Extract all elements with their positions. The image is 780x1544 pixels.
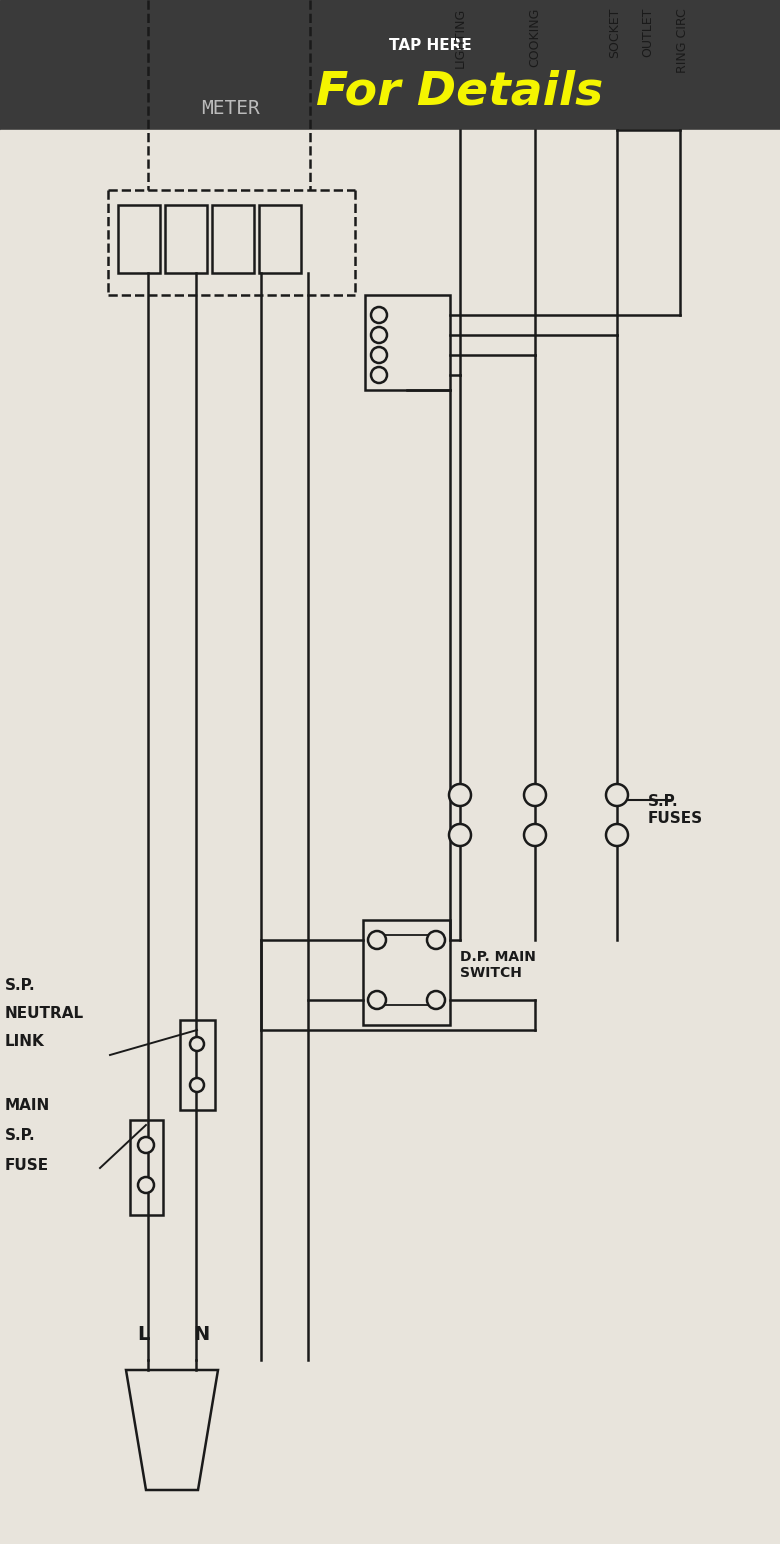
Text: TAP HERE: TAP HERE xyxy=(388,37,471,52)
Text: METER: METER xyxy=(200,99,260,117)
Text: N: N xyxy=(193,1325,209,1345)
Text: RING CIRC: RING CIRC xyxy=(675,8,689,73)
Circle shape xyxy=(190,1078,204,1092)
Text: S.P.
FUSES: S.P. FUSES xyxy=(648,794,703,826)
Text: D.P. MAIN
SWITCH: D.P. MAIN SWITCH xyxy=(460,950,536,980)
Circle shape xyxy=(427,991,445,1008)
Circle shape xyxy=(368,991,386,1008)
Bar xyxy=(0,0,780,130)
Text: FUSE: FUSE xyxy=(5,1158,49,1172)
Circle shape xyxy=(524,824,546,846)
Circle shape xyxy=(190,1038,204,1051)
Circle shape xyxy=(606,784,628,806)
Circle shape xyxy=(368,931,386,950)
Text: NEUTRAL: NEUTRAL xyxy=(5,1005,84,1021)
Bar xyxy=(365,295,450,391)
Circle shape xyxy=(524,784,546,806)
Circle shape xyxy=(138,1177,154,1194)
Text: OUTLET: OUTLET xyxy=(641,8,654,57)
Circle shape xyxy=(371,307,387,323)
Bar xyxy=(118,205,160,273)
Bar xyxy=(363,920,450,1025)
Bar xyxy=(259,205,301,273)
Circle shape xyxy=(449,784,471,806)
Text: LINK: LINK xyxy=(5,1033,44,1048)
Circle shape xyxy=(371,347,387,363)
Bar xyxy=(165,205,207,273)
Bar xyxy=(130,1119,163,1215)
Bar xyxy=(180,1021,215,1110)
Text: For Details: For Details xyxy=(317,69,604,114)
Text: S.P.: S.P. xyxy=(5,977,36,993)
Text: MAIN: MAIN xyxy=(5,1098,50,1113)
Circle shape xyxy=(371,327,387,343)
Text: S.P.: S.P. xyxy=(5,1127,36,1143)
Circle shape xyxy=(606,824,628,846)
Circle shape xyxy=(371,367,387,383)
Circle shape xyxy=(138,1136,154,1153)
Circle shape xyxy=(427,931,445,950)
Bar xyxy=(212,205,254,273)
Text: L: L xyxy=(136,1325,149,1345)
Text: SOCKET: SOCKET xyxy=(608,8,622,59)
Text: COOKING: COOKING xyxy=(529,8,541,68)
Text: LIGHTING: LIGHTING xyxy=(453,8,466,68)
Circle shape xyxy=(449,824,471,846)
